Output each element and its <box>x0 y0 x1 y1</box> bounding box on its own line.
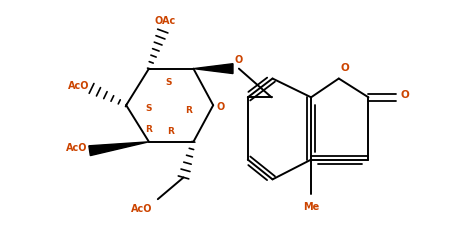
Polygon shape <box>194 64 233 73</box>
Text: O: O <box>341 62 349 73</box>
Text: O: O <box>400 90 409 100</box>
Text: AcO: AcO <box>66 143 88 153</box>
Polygon shape <box>89 142 149 156</box>
Text: S: S <box>146 104 152 113</box>
Text: R: R <box>167 127 174 136</box>
Text: O: O <box>235 55 243 65</box>
Text: O: O <box>216 102 225 112</box>
Text: AcO: AcO <box>131 204 153 214</box>
Text: R: R <box>185 106 192 115</box>
Text: S: S <box>165 78 172 87</box>
Text: R: R <box>146 125 152 134</box>
Text: OAc: OAc <box>154 16 175 26</box>
Text: AcO: AcO <box>68 81 89 91</box>
Text: Me: Me <box>303 202 319 212</box>
